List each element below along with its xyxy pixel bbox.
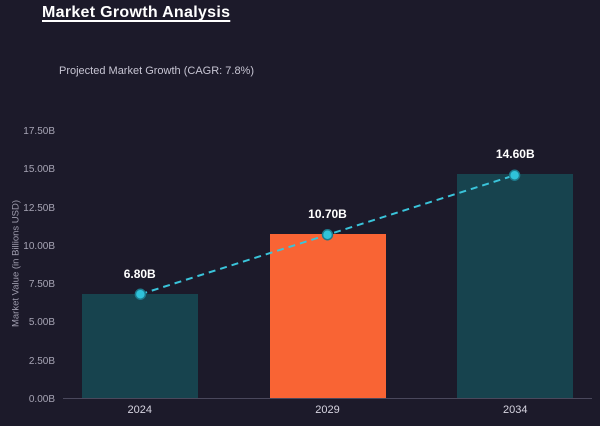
x-tick-label: 2034 (503, 404, 528, 416)
trend-marker (134, 288, 147, 300)
y-axis-ticks: 0.00B 2.50B 5.00B 7.50B 10.00B 12.50B 15.00B 17… (0, 126, 55, 405)
bar-2024 (81, 293, 198, 398)
y-tick-label: 15.00B (23, 164, 55, 176)
y-tick-label: 2.50B (28, 355, 55, 367)
trend-line (134, 169, 521, 300)
y-tick-label: 7.50B (28, 279, 55, 291)
bar-value-label: 10.70B (308, 207, 347, 222)
y-tick-label: 0.00B (28, 394, 55, 405)
x-tick-label: 2029 (315, 404, 340, 416)
bar-2034 (457, 174, 574, 398)
bar-value-label: 14.60B (495, 147, 535, 162)
y-tick-label: 12.50B (23, 202, 55, 214)
trend-marker (508, 169, 521, 181)
x-axis-ticks: 2024 2029 2034 (63, 404, 592, 424)
y-tick-label: 10.00B (23, 240, 55, 252)
y-tick-label: 5.00B (28, 317, 55, 329)
bar-value-label: 6.80B (123, 266, 156, 281)
chart-subtitle: Projected Market Growth (CAGR: 7.8%) (59, 65, 255, 77)
chart-title: Market Growth Analysis (42, 4, 231, 21)
plot-area: 6.80B 10.70B 14.60B (63, 131, 592, 399)
y-tick-label: 17.50B (23, 126, 55, 137)
x-tick-label: 2024 (127, 404, 152, 416)
bar-2029 (269, 234, 386, 398)
trend-marker (321, 229, 334, 241)
